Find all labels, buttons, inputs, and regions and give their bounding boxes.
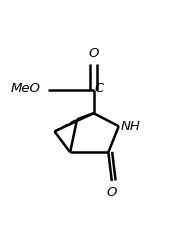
Text: MeO: MeO [11,82,41,95]
Text: C: C [94,82,104,95]
Text: O: O [88,47,99,60]
Text: NH: NH [120,120,140,133]
Text: O: O [107,186,117,199]
